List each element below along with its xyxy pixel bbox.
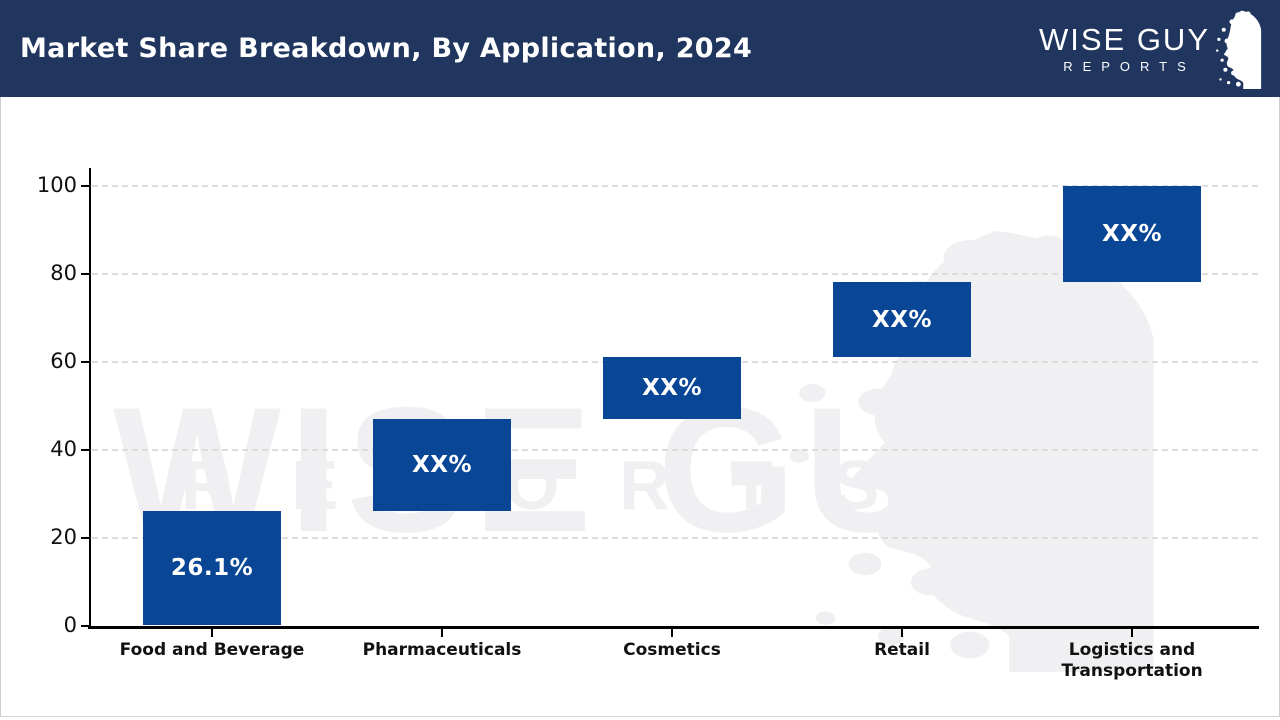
watermark-brand-subname: REPORTS — [181, 446, 940, 524]
brand-logo-text: WISE GUY REPORTS — [1039, 24, 1210, 74]
y-axis-tick-mark — [81, 448, 89, 451]
bar-value-label: XX% — [411, 451, 472, 478]
chart-area: WISE GUY REPORTS 0 20 40 60 80 100 26.1% Food a… — [0, 97, 1280, 717]
app-header: Market Share Breakdown, By Application, … — [0, 0, 1280, 97]
page-title: Market Share Breakdown, By Application, … — [20, 33, 753, 64]
y-axis-tick-mark — [81, 624, 89, 627]
y-axis-tick-label: 60 — [50, 348, 77, 373]
x-axis-category-label: Pharmaceuticals — [362, 639, 522, 660]
x-axis-tick-mark — [441, 628, 443, 637]
x-axis-tick-mark — [1131, 628, 1133, 637]
x-axis-tick-mark — [671, 628, 673, 637]
x-axis-tick-mark — [211, 628, 213, 637]
x-axis-category-label: Food and Beverage — [119, 639, 305, 660]
x-axis-tick-mark — [901, 628, 903, 637]
bar-food-and-beverage: 26.1% — [143, 510, 281, 626]
y-axis-tick-label: 40 — [50, 436, 77, 461]
gridline-100 — [92, 184, 1259, 187]
brand-subname: REPORTS — [1063, 58, 1196, 74]
bar-logistics-and-transportation: XX% — [1063, 185, 1201, 283]
x-axis-category-label: Logistics and Transportation — [1061, 639, 1203, 682]
y-axis-tick-mark — [81, 272, 89, 275]
bar-pharmaceuticals: XX% — [373, 418, 511, 511]
y-axis-line — [89, 168, 91, 628]
y-axis-tick-mark — [81, 536, 89, 539]
bar-value-label: 26.1% — [170, 555, 254, 582]
x-axis-category-label: Cosmetics — [623, 639, 721, 660]
gridline-40 — [92, 448, 1259, 451]
y-axis-tick-label: 100 — [36, 172, 77, 197]
bar-value-label: XX% — [1101, 220, 1162, 247]
brand-logo: WISE GUY REPORTS — [1039, 8, 1266, 90]
bar-retail: XX% — [833, 282, 971, 358]
bar-cosmetics: XX% — [603, 357, 741, 419]
y-axis-tick-label: 0 — [63, 612, 77, 637]
y-axis-tick-label: 80 — [50, 260, 77, 285]
gridline-80 — [92, 272, 1259, 275]
face-logo-icon — [1216, 10, 1262, 89]
x-axis-category-label: Retail — [874, 639, 930, 660]
y-axis-tick-label: 20 — [50, 524, 77, 549]
y-axis-tick-mark — [81, 360, 89, 363]
bar-value-label: XX% — [871, 306, 932, 333]
x-axis-line — [88, 625, 1259, 629]
bar-value-label: XX% — [641, 374, 702, 401]
gridline-20 — [92, 536, 1259, 539]
brand-name: WISE GUY — [1038, 22, 1210, 58]
y-axis-tick-mark — [81, 184, 89, 187]
